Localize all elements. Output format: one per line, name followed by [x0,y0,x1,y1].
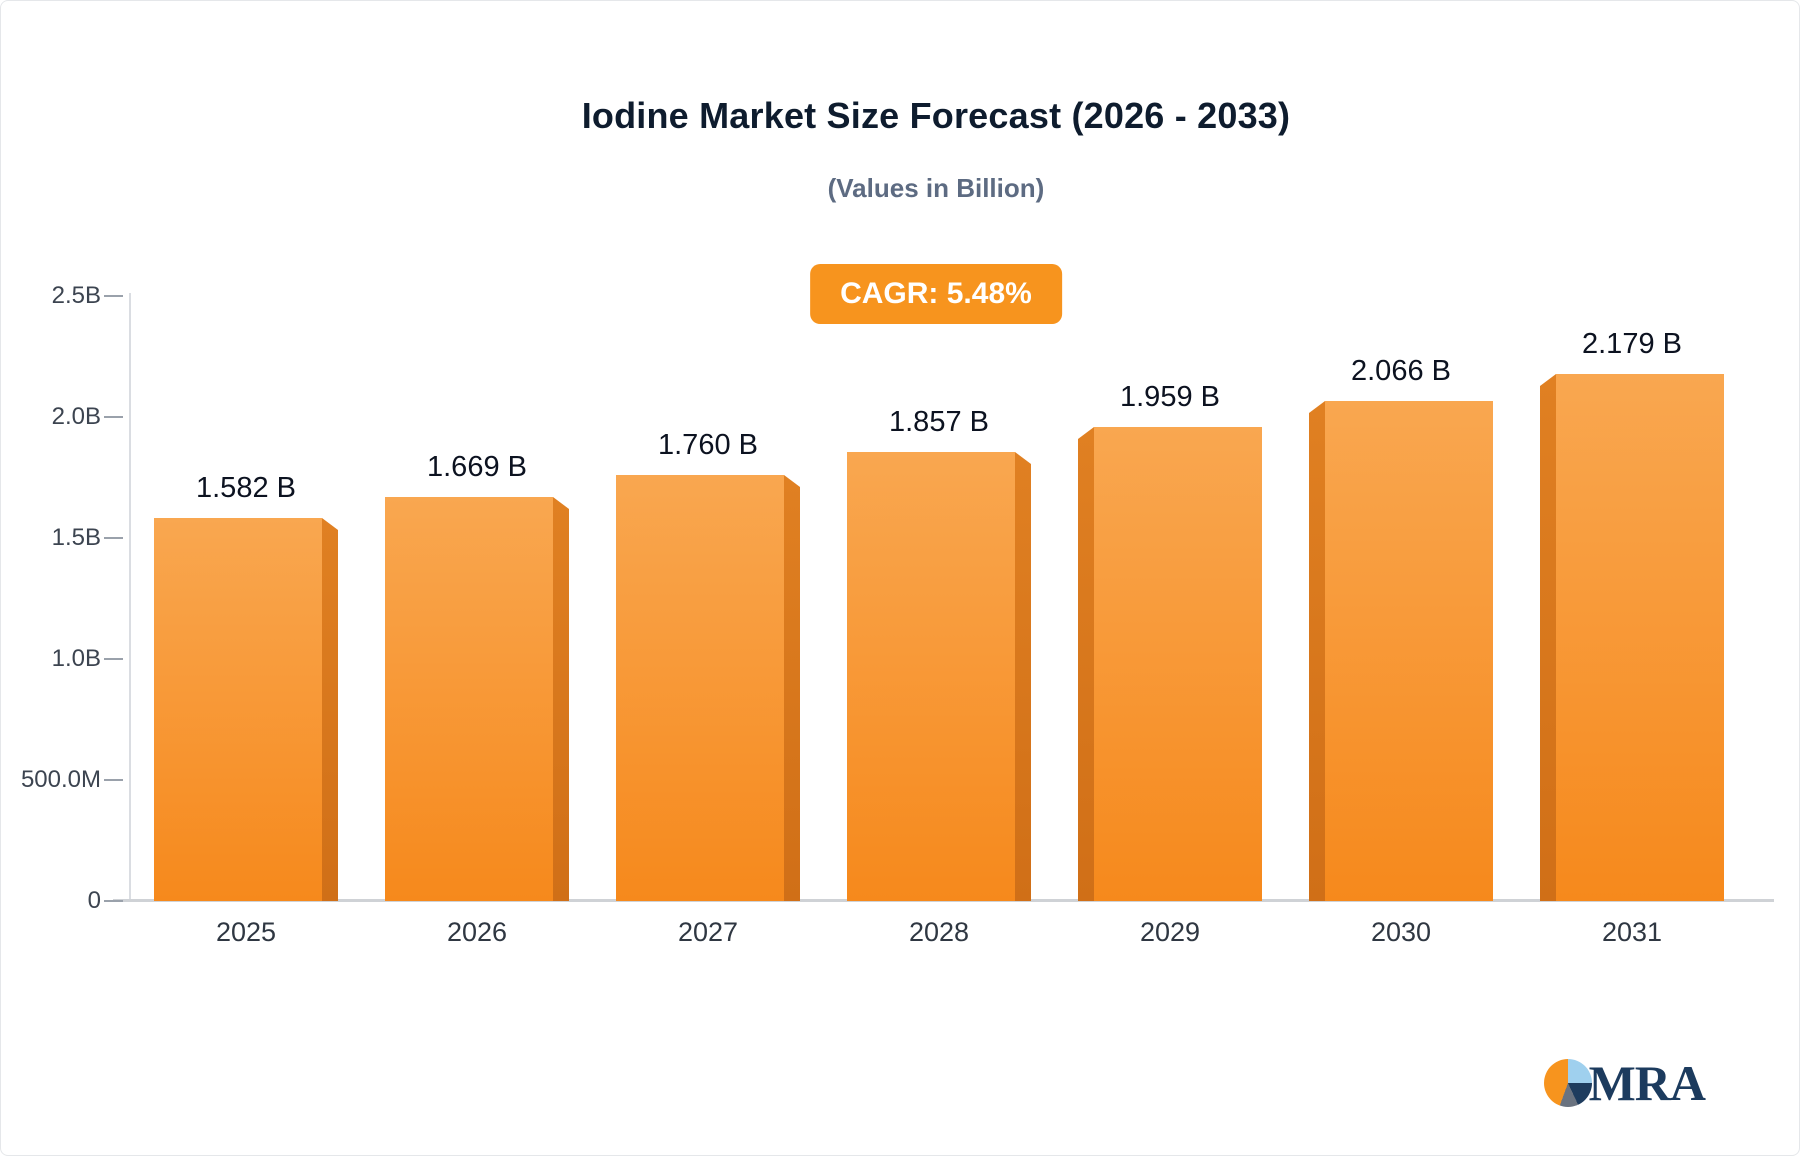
y-tick-mark [104,658,123,660]
x-tick-label: 2027 [677,917,739,947]
cagr-badge: CAGR: 5.48% [810,264,1062,324]
x-tick-label: 2026 [446,917,508,947]
chart-subtitle: (Values in Billion) [827,173,1045,203]
y-tick-mark [104,295,123,297]
bar-2025 [154,518,338,901]
bar-2031 [1540,374,1724,901]
y-tick-label: 2.0B [51,403,101,430]
bar-2028 [847,452,1031,901]
bar-face [847,452,1015,901]
bar-face [1094,427,1262,901]
y-tick-label: 1.0B [51,645,101,672]
y-tick-mark [104,537,123,539]
mra-logo: MRA [1543,1055,1706,1111]
y-tick-mark [104,900,123,902]
y-tick-label: 0 [87,887,101,914]
chart-title: Iodine Market Size Forecast (2026 - 2033… [581,95,1291,136]
bar-face [1325,401,1493,901]
bar-value-label: 2.179 B [1582,328,1682,360]
bar-2027 [616,475,800,901]
y-tick-label: 2.5B [51,282,101,309]
bar-value-label: 1.760 B [658,429,758,461]
y-tick-label: 1.5B [51,524,101,551]
x-tick-label: 2030 [1370,917,1432,947]
bar-3d-side [1309,401,1325,901]
bar-face [154,518,322,901]
bar-value-label: 1.582 B [196,472,296,504]
bar-3d-side [1078,427,1094,901]
bar-3d-side [784,475,800,901]
bar-face [1556,374,1724,901]
bar-face [385,497,553,901]
x-tick-label: 2025 [215,917,277,947]
bar-value-label: 1.669 B [427,451,527,483]
bar-2029 [1078,427,1262,901]
mra-pie-logo-icon [1543,1059,1592,1107]
bar-3d-side [1540,374,1556,901]
mra-logo-text: MRA [1588,1055,1706,1111]
bar-2026 [385,497,569,901]
bar-2030 [1309,401,1493,901]
y-tick-label: 500.0M [20,766,101,793]
x-tick-label: 2031 [1601,917,1663,947]
y-axis-line [129,293,131,901]
bar-face [616,475,784,901]
bar-3d-side [322,518,338,901]
bar-value-label: 2.066 B [1351,355,1451,387]
y-tick-mark [104,416,123,418]
x-tick-label: 2028 [908,917,970,947]
bar-value-label: 1.857 B [889,406,989,438]
y-tick-mark [104,779,123,781]
x-tick-label: 2029 [1139,917,1201,947]
bar-3d-side [553,497,569,901]
bar-3d-side [1015,452,1031,901]
bar-value-label: 1.959 B [1120,381,1220,413]
